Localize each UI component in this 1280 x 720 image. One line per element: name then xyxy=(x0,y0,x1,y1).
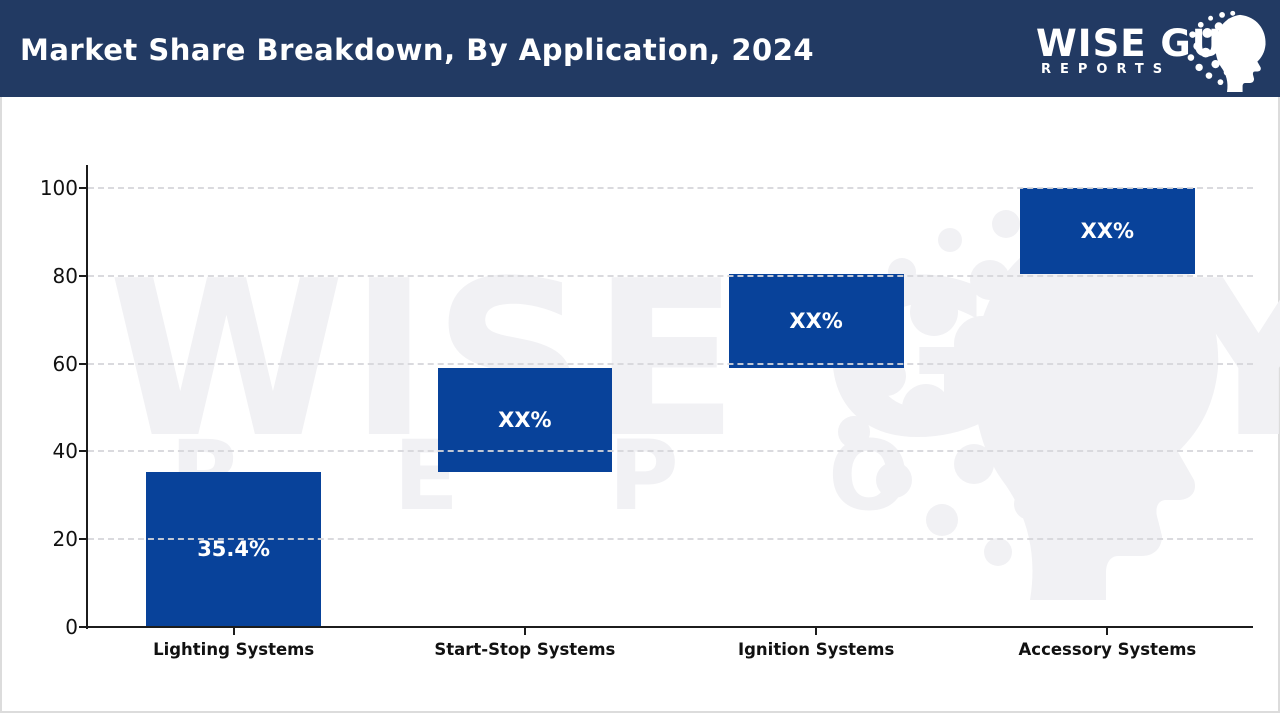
x-category-label: Start-Stop Systems xyxy=(434,640,616,659)
bar-value-label: 35.4% xyxy=(197,537,271,562)
x-category-label: Ignition Systems xyxy=(737,640,895,659)
page-title: Market Share Breakdown, By Application, … xyxy=(20,33,815,67)
y-axis-line xyxy=(86,165,88,629)
bar-value-label: XX% xyxy=(1080,218,1135,243)
y-tick-mark xyxy=(79,187,87,189)
y-tick-mark xyxy=(79,274,87,277)
y-tick-label: 0 xyxy=(65,615,78,639)
y-tick-mark xyxy=(79,626,87,628)
brand-reports-label: REPORTS xyxy=(1041,62,1172,77)
gridline xyxy=(88,538,1253,541)
x-tick-mark xyxy=(232,628,235,635)
gridline xyxy=(88,362,1253,365)
brand-logo: WISE GUY REPORTS xyxy=(1008,6,1268,93)
y-tick-label: 20 xyxy=(52,527,78,552)
y-tick-mark xyxy=(79,450,87,453)
y-tick-mark xyxy=(79,538,87,541)
y-tick-label: 60 xyxy=(52,351,78,376)
bar: XX% xyxy=(1020,188,1195,274)
gridline xyxy=(88,187,1253,189)
x-tick-mark xyxy=(523,628,526,635)
bar: XX% xyxy=(437,367,613,472)
y-tick-label: 40 xyxy=(52,439,78,464)
bar-value-label: XX% xyxy=(498,407,552,432)
x-category-label: Lighting Systems xyxy=(153,640,315,659)
x-category-label: Accessory Systems xyxy=(1018,640,1197,659)
x-axis-line xyxy=(86,626,1253,628)
watermark-face-icon xyxy=(810,200,1250,604)
bar-value-label: XX% xyxy=(789,308,843,333)
y-tick-label: 100 xyxy=(39,176,78,200)
gridline xyxy=(88,274,1253,277)
y-tick-label: 80 xyxy=(52,263,78,288)
bar: 35.4% xyxy=(146,471,321,627)
x-tick-mark xyxy=(815,628,818,635)
gridline xyxy=(88,450,1253,453)
header: Market Share Breakdown, By Application, … xyxy=(0,0,1280,97)
y-tick-mark xyxy=(79,362,87,365)
x-tick-mark xyxy=(1106,628,1109,635)
bar: XX% xyxy=(728,273,904,368)
